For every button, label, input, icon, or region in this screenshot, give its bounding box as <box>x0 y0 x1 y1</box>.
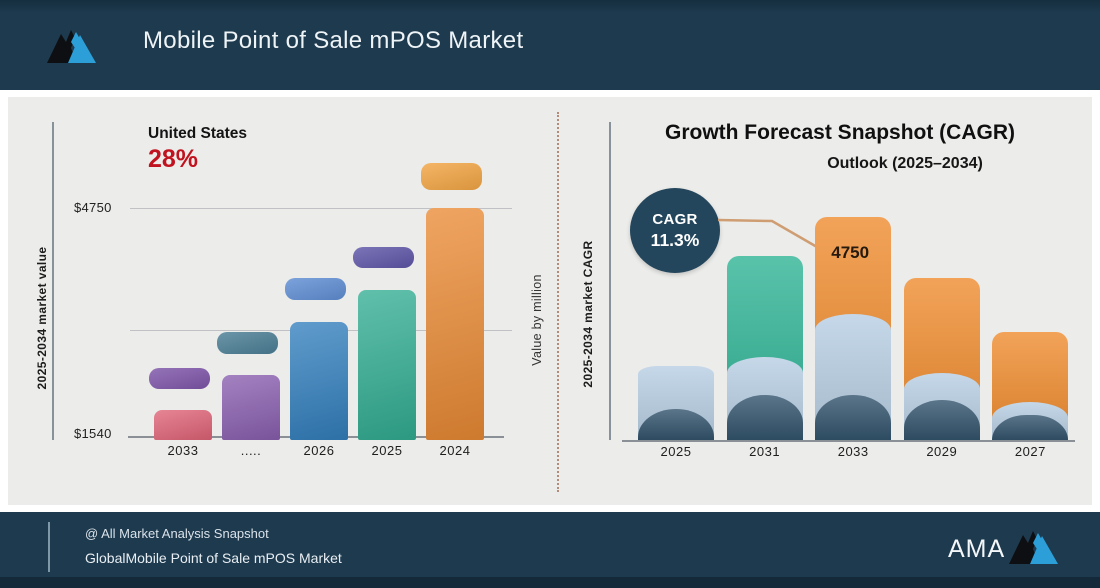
header-bar: Mobile Point of Sale mPOS Market <box>0 0 1100 90</box>
ama-logo-icon-footer <box>1009 531 1058 564</box>
page-title: Mobile Point of Sale mPOS Market <box>143 27 524 54</box>
left-chart-y-axis-title: 2025-2034 market value <box>35 246 49 390</box>
left-chart-gridline-4750 <box>130 208 512 209</box>
left-chart-y-axis <box>52 122 54 440</box>
cagr-callout-label: CAGR <box>652 210 698 228</box>
left-chart-highlight-value: 28% <box>148 145 199 173</box>
footer-brand-text: AMA <box>948 535 1006 563</box>
left-chart-gridline-mid <box>130 330 512 331</box>
footer-divider-line <box>48 522 50 572</box>
footer-bottom-strip <box>0 577 1100 588</box>
cagr-callout-value: 11.3% <box>650 229 700 250</box>
right-chart-title: Growth Forecast Snapshot (CAGR) <box>664 121 1016 144</box>
middle-axis-title: Value by million <box>530 274 544 366</box>
right-chart-y-axis-title: 2025-2034 market CAGR <box>581 240 595 388</box>
right-chart-x-axis <box>622 440 1075 442</box>
left-chart-ytick-top: $4750 <box>74 200 112 215</box>
left-chart-title: United States <box>148 125 248 142</box>
right-chart-y-axis <box>609 122 611 440</box>
left-chart-ytick-bottom: $1540 <box>74 426 112 441</box>
cagr-callout-badge: CAGR 11.3% <box>630 188 720 273</box>
footer-caption: @ All Market Analysis Snapshot <box>85 526 269 541</box>
ama-logo-icon <box>47 30 96 63</box>
footer-report-name: GlobalMobile Point of Sale mPOS Market <box>85 550 342 566</box>
left-chart-x-axis <box>128 436 504 438</box>
footer-bar <box>0 512 1100 588</box>
right-chart-subtitle: Outlook (2025–2034) <box>827 155 983 172</box>
panel-divider <box>557 112 559 492</box>
